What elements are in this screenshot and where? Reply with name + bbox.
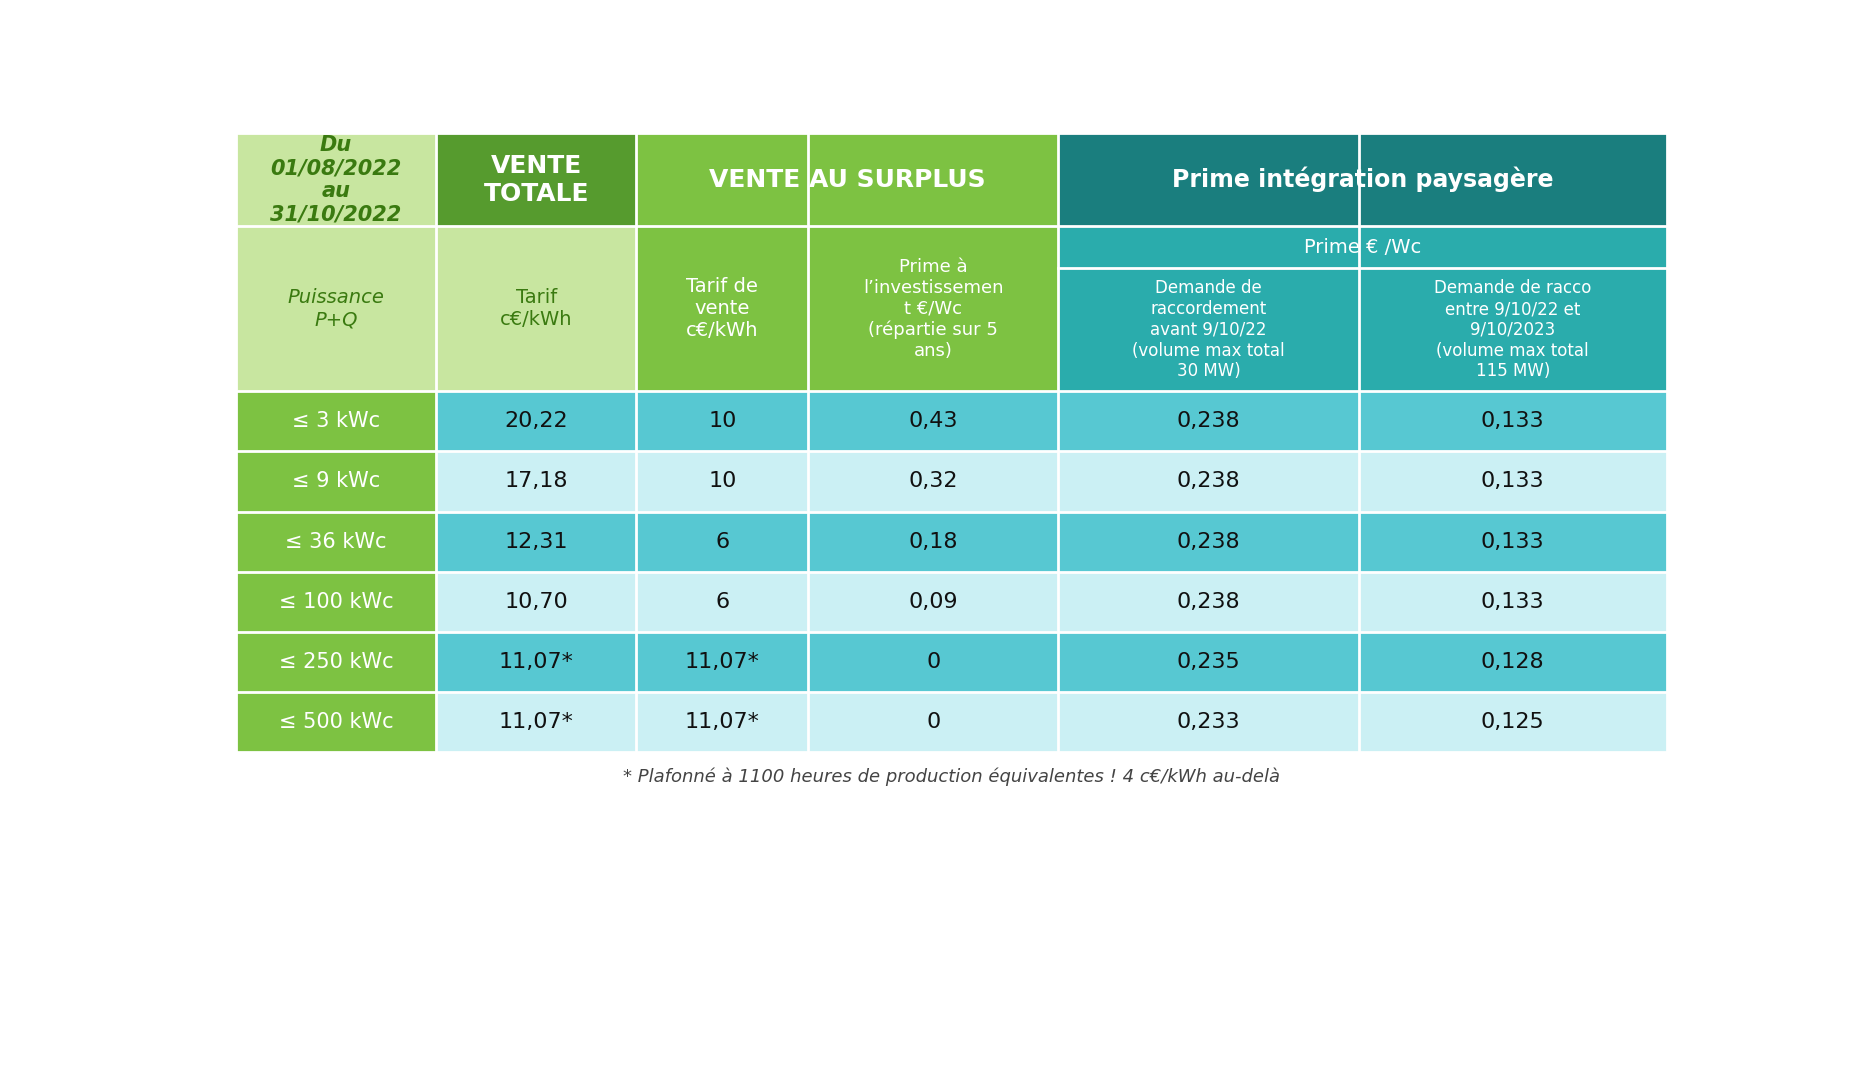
- Bar: [436, 226, 636, 391]
- Text: 0,235: 0,235: [1176, 651, 1239, 672]
- Bar: [236, 632, 436, 691]
- Bar: [636, 226, 807, 391]
- Bar: [436, 451, 636, 512]
- Text: 0,133: 0,133: [1480, 592, 1543, 611]
- Text: 0,238: 0,238: [1176, 592, 1239, 611]
- Bar: [236, 134, 436, 226]
- Bar: [436, 134, 636, 226]
- Text: 0,125: 0,125: [1480, 712, 1543, 732]
- Text: 12,31: 12,31: [505, 531, 568, 552]
- Bar: [636, 134, 1057, 226]
- Bar: [1057, 571, 1358, 632]
- Text: 0,09: 0,09: [907, 592, 957, 611]
- Text: ≤ 100 kWc: ≤ 100 kWc: [278, 592, 393, 611]
- Bar: [236, 226, 436, 391]
- Bar: [807, 512, 1057, 571]
- Bar: [1057, 451, 1358, 512]
- Bar: [636, 632, 807, 691]
- Bar: [1057, 226, 1666, 268]
- Bar: [1358, 268, 1666, 391]
- Text: 11,07*: 11,07*: [684, 712, 759, 732]
- Text: ≤ 500 kWc: ≤ 500 kWc: [278, 712, 393, 732]
- Text: 6: 6: [714, 592, 729, 611]
- Text: VENTE AU SURPLUS: VENTE AU SURPLUS: [709, 167, 985, 191]
- Bar: [807, 632, 1057, 691]
- Text: 0,133: 0,133: [1480, 531, 1543, 552]
- Bar: [436, 512, 636, 571]
- Bar: [636, 571, 807, 632]
- Bar: [1358, 691, 1666, 752]
- Text: 0,32: 0,32: [909, 472, 957, 491]
- Text: Demande de racco
entre 9/10/22 et
9/10/2023
(volume max total
115 MW): Demande de racco entre 9/10/22 et 9/10/2…: [1434, 280, 1590, 380]
- Bar: [1057, 691, 1358, 752]
- Text: ≤ 9 kWc: ≤ 9 kWc: [291, 472, 380, 491]
- Bar: [807, 691, 1057, 752]
- Text: Tarif de
vente
c€/kWh: Tarif de vente c€/kWh: [686, 278, 759, 340]
- Bar: [1057, 391, 1358, 451]
- Bar: [1358, 512, 1666, 571]
- Text: * Plafonné à 1100 heures de production équivalentes ! 4 c€/kWh au-delà: * Plafonné à 1100 heures de production é…: [623, 768, 1278, 786]
- Text: 17,18: 17,18: [505, 472, 568, 491]
- Bar: [636, 512, 807, 571]
- Bar: [807, 451, 1057, 512]
- Bar: [436, 571, 636, 632]
- Text: 10: 10: [709, 472, 736, 491]
- Text: 0,238: 0,238: [1176, 472, 1239, 491]
- Bar: [436, 391, 636, 451]
- Bar: [1057, 512, 1358, 571]
- Text: 0: 0: [926, 651, 940, 672]
- Bar: [636, 691, 807, 752]
- Text: 11,07*: 11,07*: [499, 651, 573, 672]
- Bar: [807, 571, 1057, 632]
- Bar: [436, 632, 636, 691]
- Bar: [636, 451, 807, 512]
- Text: 10,70: 10,70: [505, 592, 568, 611]
- Bar: [1057, 134, 1666, 226]
- Text: 6: 6: [714, 531, 729, 552]
- Text: Prime intégration paysagère: Prime intégration paysagère: [1171, 167, 1553, 192]
- Text: VENTE
TOTALE: VENTE TOTALE: [484, 153, 588, 205]
- Text: Demande de
raccordement
avant 9/10/22
(volume max total
30 MW): Demande de raccordement avant 9/10/22 (v…: [1132, 280, 1284, 380]
- Text: 0,18: 0,18: [909, 531, 957, 552]
- Text: 0,238: 0,238: [1176, 531, 1239, 552]
- Bar: [1057, 268, 1358, 391]
- Text: 0,128: 0,128: [1480, 651, 1543, 672]
- Bar: [807, 226, 1057, 391]
- Text: 0,133: 0,133: [1480, 472, 1543, 491]
- Bar: [1358, 571, 1666, 632]
- Text: 0,133: 0,133: [1480, 411, 1543, 431]
- Text: 11,07*: 11,07*: [499, 712, 573, 732]
- Bar: [236, 571, 436, 632]
- Bar: [1057, 632, 1358, 691]
- Bar: [436, 691, 636, 752]
- Text: Prime à
l’investissemen
t €/Wc
(répartie sur 5
ans): Prime à l’investissemen t €/Wc (répartie…: [863, 258, 1004, 360]
- Bar: [1358, 391, 1666, 451]
- Bar: [807, 391, 1057, 451]
- Bar: [236, 391, 436, 451]
- Text: ≤ 250 kWc: ≤ 250 kWc: [278, 651, 393, 672]
- Text: Puissance
P+Q: Puissance P+Q: [288, 288, 384, 329]
- Text: ≤ 36 kWc: ≤ 36 kWc: [286, 531, 386, 552]
- Text: Du
01/08/2022
au
31/10/2022: Du 01/08/2022 au 31/10/2022: [271, 135, 401, 225]
- Bar: [1358, 632, 1666, 691]
- Bar: [236, 512, 436, 571]
- Text: Tarif
c€/kWh: Tarif c€/kWh: [499, 288, 571, 329]
- Bar: [1358, 451, 1666, 512]
- Bar: [636, 391, 807, 451]
- Text: 11,07*: 11,07*: [684, 651, 759, 672]
- Bar: [236, 691, 436, 752]
- Text: ≤ 3 kWc: ≤ 3 kWc: [291, 411, 380, 431]
- Text: 0,43: 0,43: [909, 411, 957, 431]
- Text: 0,233: 0,233: [1176, 712, 1239, 732]
- Bar: [236, 451, 436, 512]
- Text: 20,22: 20,22: [505, 411, 568, 431]
- Text: 10: 10: [709, 411, 736, 431]
- Text: Prime € /Wc: Prime € /Wc: [1304, 238, 1421, 257]
- Text: 0: 0: [926, 712, 940, 732]
- Text: 0,238: 0,238: [1176, 411, 1239, 431]
